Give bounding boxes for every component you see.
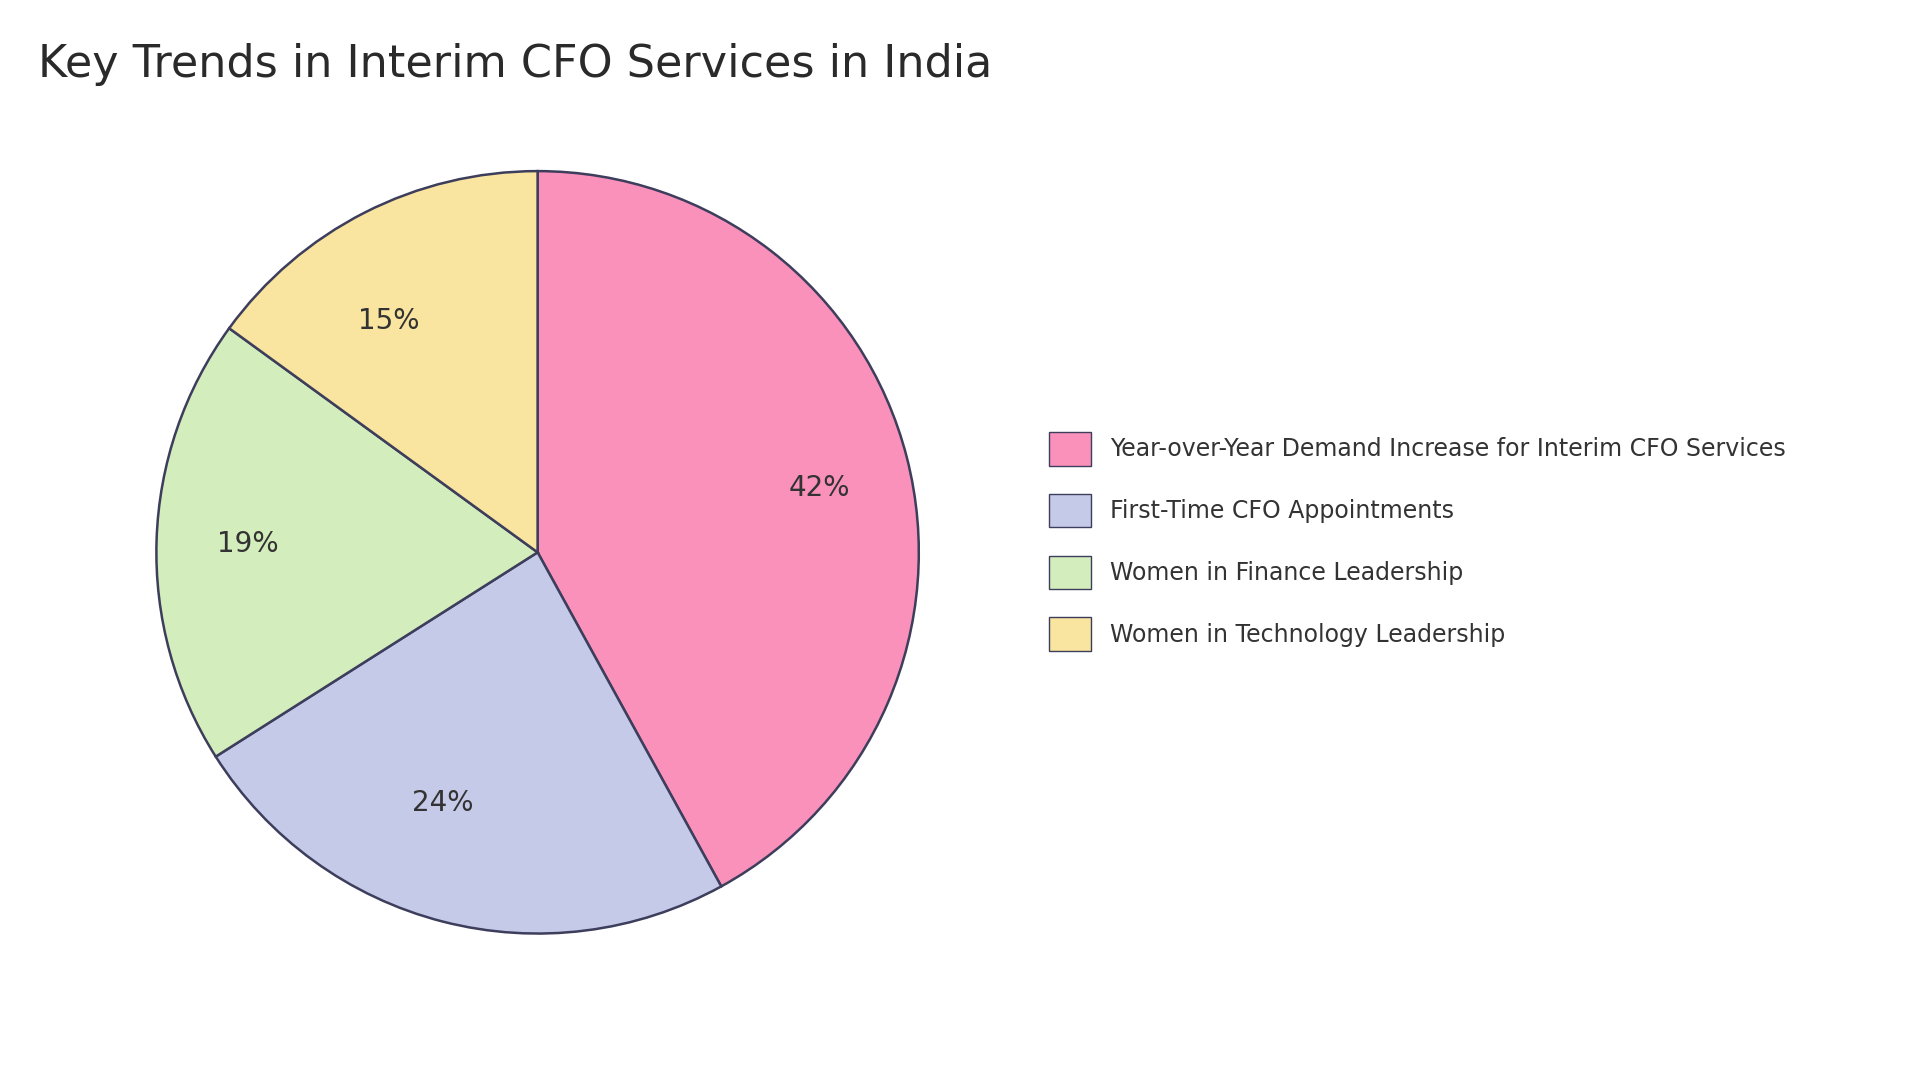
Text: 19%: 19% <box>217 531 278 558</box>
Text: 24%: 24% <box>411 790 472 818</box>
Legend: Year-over-Year Demand Increase for Interim CFO Services, First-Time CFO Appointm: Year-over-Year Demand Increase for Inter… <box>1048 432 1786 651</box>
Wedge shape <box>228 171 538 552</box>
Wedge shape <box>156 328 538 757</box>
Text: 42%: 42% <box>789 474 851 501</box>
Text: 15%: 15% <box>359 308 420 336</box>
Wedge shape <box>215 552 722 934</box>
Text: Key Trends in Interim CFO Services in India: Key Trends in Interim CFO Services in In… <box>38 43 993 87</box>
Wedge shape <box>538 171 920 886</box>
